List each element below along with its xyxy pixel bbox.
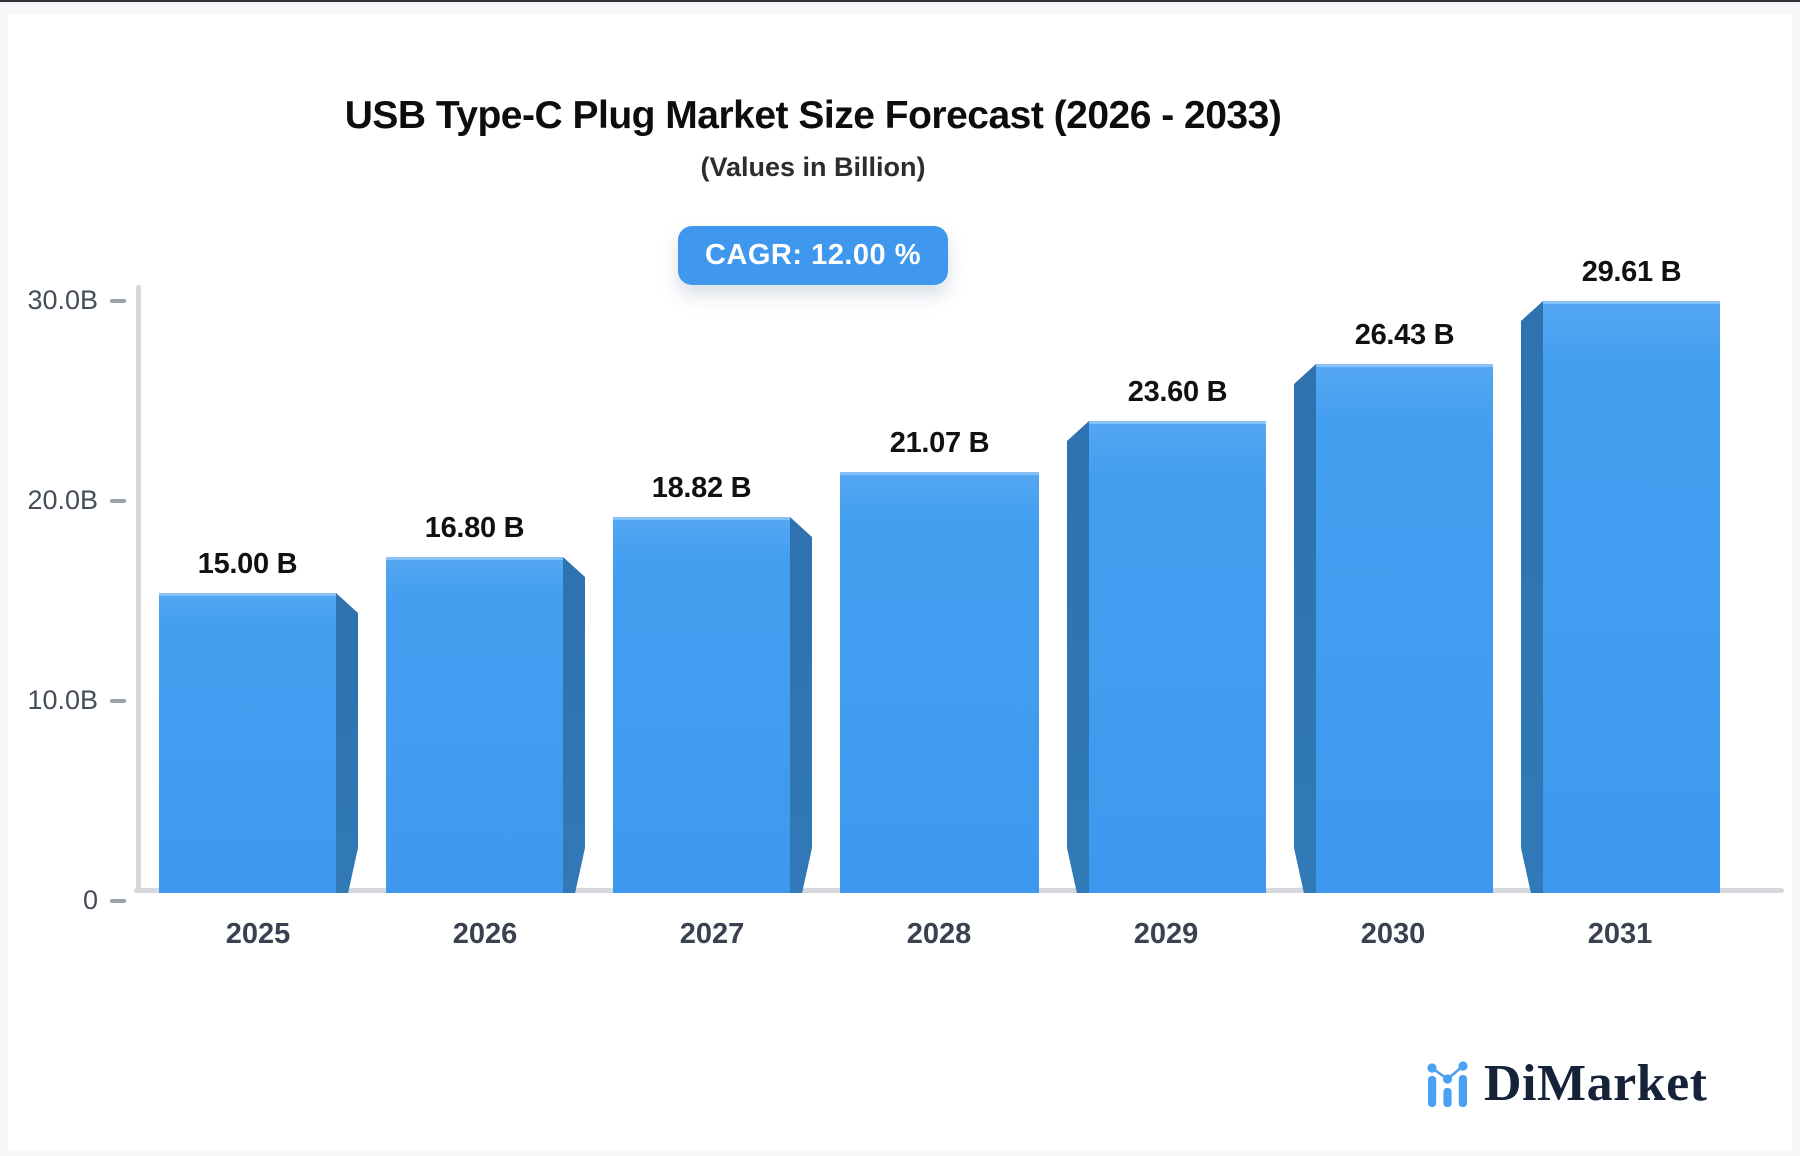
bar-value-label: 16.80 B xyxy=(424,512,525,544)
y-axis-line xyxy=(136,285,141,890)
bar-side-face xyxy=(790,517,812,893)
y-tick-label: 0 xyxy=(82,885,98,915)
bar-side-face xyxy=(1521,301,1543,893)
bar-front-face xyxy=(386,557,563,893)
bar-value-label: 23.60 B xyxy=(1127,376,1228,408)
bar-front-face xyxy=(840,472,1039,893)
bar-side-face xyxy=(336,593,358,893)
bar-2027: 18.82 B xyxy=(613,472,812,893)
bar-value-label: 21.07 B xyxy=(889,427,990,459)
chart-title: USB Type-C Plug Market Size Forecast (20… xyxy=(344,94,1282,137)
y-tick-label: 20.0B xyxy=(27,485,98,515)
bar-value-label: 29.61 B xyxy=(1581,256,1682,288)
bar-2025: 15.00 B xyxy=(159,548,358,893)
x-axis-label-2028: 2028 xyxy=(906,918,972,950)
x-axis-label-2029: 2029 xyxy=(1133,918,1199,950)
y-tick-label: 10.0B xyxy=(27,685,98,715)
bar-side-face xyxy=(1067,421,1089,893)
x-axis-label-2031: 2031 xyxy=(1587,918,1653,950)
y-tick-mark xyxy=(110,699,126,703)
bar-value-label: 15.00 B xyxy=(197,548,298,580)
bar-2031: 29.61 B xyxy=(1521,256,1720,893)
bar-2030: 26.43 B xyxy=(1294,319,1493,893)
x-axis-label-2026: 2026 xyxy=(452,918,518,950)
bar-front-face xyxy=(1089,421,1266,893)
cagr-badge-row: CAGR: 12.00 % xyxy=(8,226,1618,285)
cagr-badge: CAGR: 12.00 % xyxy=(677,226,948,285)
x-axis-label-2027: 2027 xyxy=(679,918,745,950)
bar-2029: 23.60 B xyxy=(1067,376,1266,893)
bar-front-face xyxy=(1543,301,1720,893)
brand-name: DiMarket xyxy=(1484,1055,1708,1112)
bar-side-face xyxy=(1294,364,1316,893)
mini-bar-chart-icon xyxy=(1427,1061,1468,1107)
bar-2028: 21.07 B xyxy=(840,427,1039,893)
x-axis-label-2025: 2025 xyxy=(225,918,291,950)
y-tick-mark xyxy=(110,499,126,503)
bar-front-face xyxy=(613,517,790,893)
y-tick-mark xyxy=(110,299,126,303)
chart-card: USB Type-C Plug Market Size Forecast (20… xyxy=(8,14,1792,1150)
y-tick-mark xyxy=(110,899,126,903)
bar-value-label: 26.43 B xyxy=(1354,319,1455,351)
y-tick-label: 30.0B xyxy=(27,285,98,315)
bar-value-label: 18.82 B xyxy=(651,472,752,504)
bar-front-face xyxy=(159,593,336,893)
x-axis-label-2030: 2030 xyxy=(1360,918,1426,950)
bar-front-face xyxy=(1316,364,1493,893)
chart-subtitle: (Values in Billion) xyxy=(700,152,926,182)
bar-2026: 16.80 B xyxy=(386,512,585,893)
brand-logo: DiMarket xyxy=(1425,1054,1707,1114)
bar-side-face xyxy=(563,557,585,893)
